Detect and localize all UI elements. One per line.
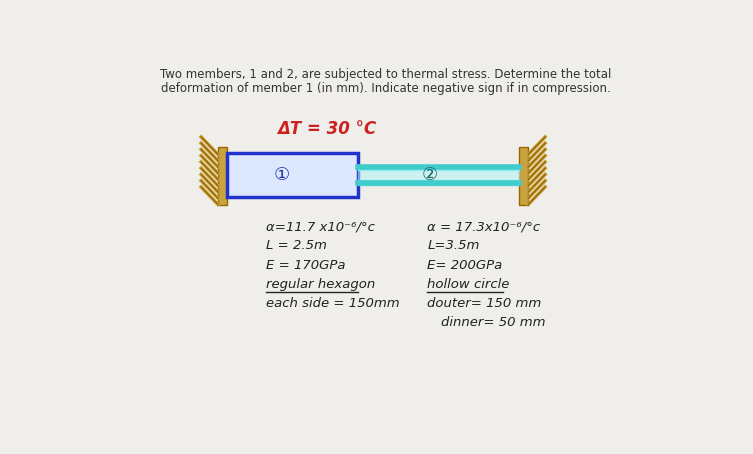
Text: L=3.5m: L=3.5m (428, 239, 480, 252)
Text: each side = 150mm: each side = 150mm (266, 297, 400, 310)
Bar (218, 147, 227, 205)
Bar (519, 147, 528, 205)
Text: dinner= 50 mm: dinner= 50 mm (441, 316, 546, 329)
Text: α = 17.3x10⁻⁶/°c: α = 17.3x10⁻⁶/°c (428, 220, 541, 233)
Text: E= 200GPa: E= 200GPa (428, 258, 502, 271)
Text: Two members, 1 and 2, are subjected to thermal stress. Determine the total: Two members, 1 and 2, are subjected to t… (160, 69, 611, 81)
Text: regular hexagon: regular hexagon (266, 278, 376, 291)
Text: douter= 150 mm: douter= 150 mm (428, 297, 541, 310)
Text: L = 2.5m: L = 2.5m (266, 239, 327, 252)
Text: hollow circle: hollow circle (428, 278, 510, 291)
Bar (227, 153, 358, 197)
Text: α=11.7 x10⁻⁶/°c: α=11.7 x10⁻⁶/°c (266, 220, 375, 233)
Text: ②: ② (422, 166, 438, 184)
Text: ΔT = 30 °C: ΔT = 30 °C (277, 120, 376, 138)
Text: E = 170GPa: E = 170GPa (266, 258, 346, 271)
Text: ①: ① (274, 166, 290, 184)
Text: deformation of member 1 (in mm). Indicate negative sign if in compression.: deformation of member 1 (in mm). Indicat… (160, 82, 611, 95)
